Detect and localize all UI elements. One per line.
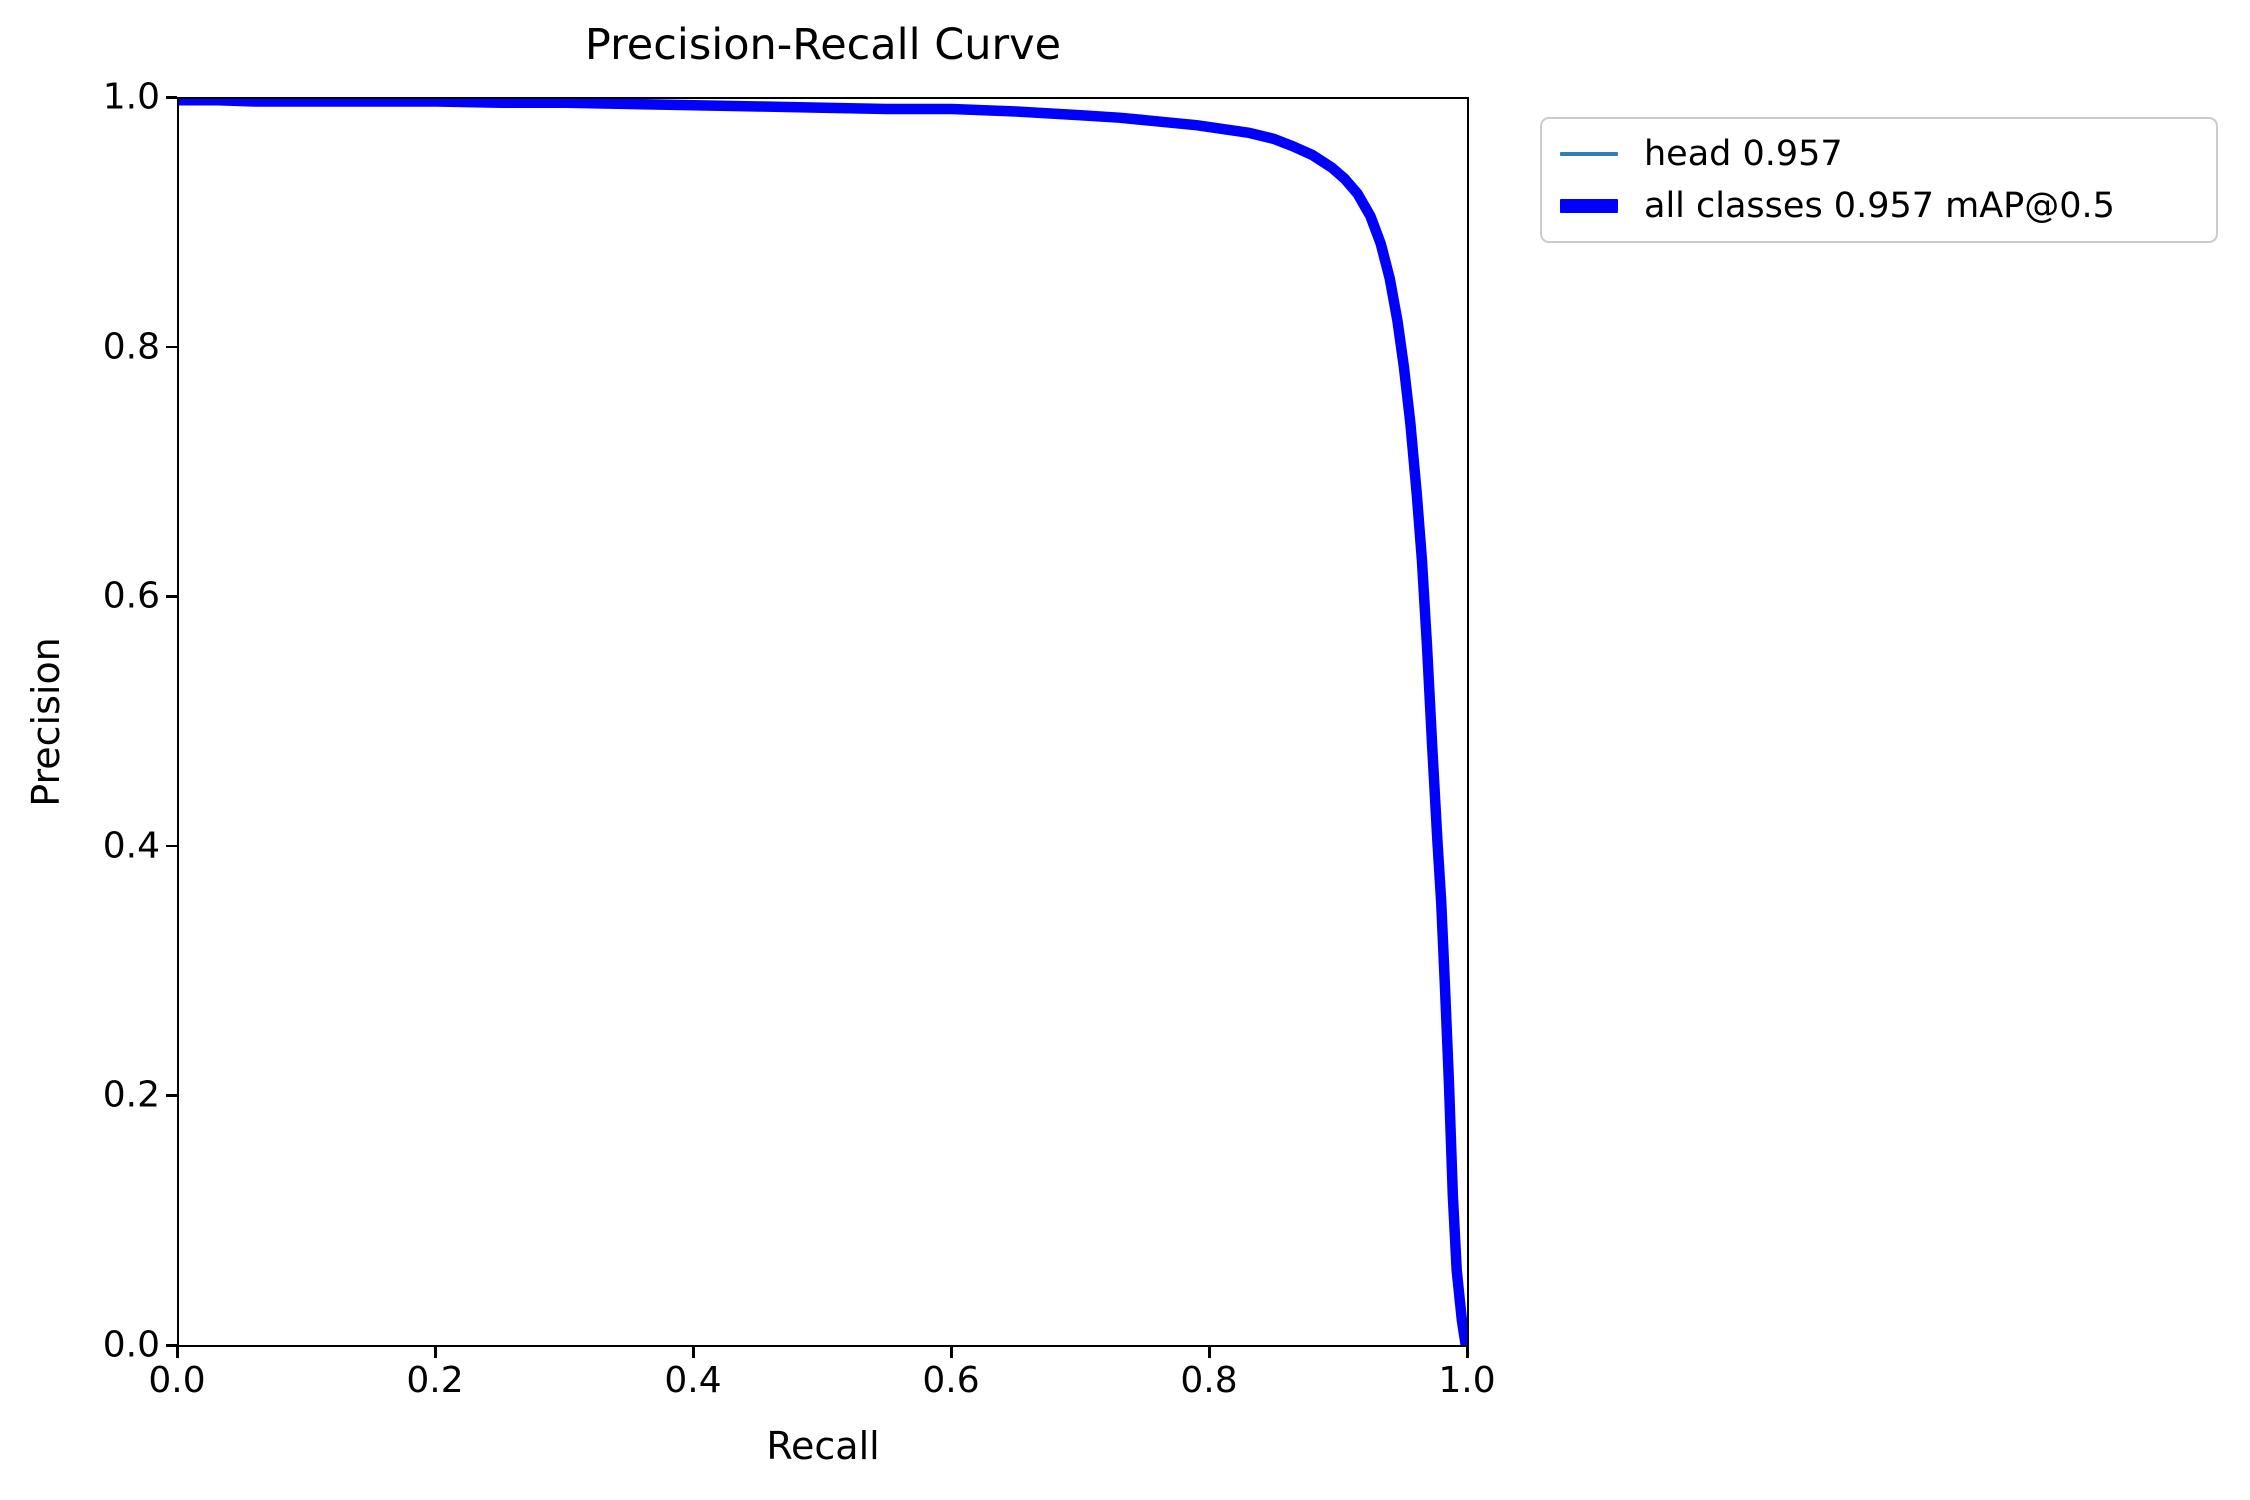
y-tick-mark: [166, 1094, 177, 1097]
x-tick-label: 0.2: [406, 1360, 464, 1401]
x-tick-mark: [950, 1347, 953, 1358]
y-tick-label: 1.0: [102, 76, 160, 118]
y-tick-mark: [166, 345, 177, 349]
x-tick-mark: [1208, 1347, 1211, 1358]
x-tick-label: 1.0: [1438, 1360, 1496, 1401]
legend-label: all classes 0.957 mAP@0.5: [1644, 186, 2115, 226]
x-tick-mark: [434, 1347, 437, 1358]
y-tick-mark: [166, 1344, 177, 1347]
x-tick-mark: [176, 1347, 179, 1358]
y-tick-label: 0.0: [102, 1324, 160, 1366]
pr-curve-head: [179, 100, 1466, 1345]
plot-area: [177, 97, 1469, 1347]
legend: head 0.957 all classes 0.957 mAP@0.5: [1540, 117, 2218, 243]
x-axis-label: Recall: [766, 1424, 880, 1468]
x-tick-mark: [1466, 1347, 1469, 1358]
x-tick-label: 0.4: [664, 1360, 722, 1401]
x-tick-label: 0.0: [148, 1360, 206, 1401]
y-tick-label: 0.2: [102, 1074, 160, 1116]
pr-curve-all-classes: [179, 100, 1466, 1345]
y-tick-label: 0.6: [102, 575, 160, 617]
y-tick-mark: [166, 844, 177, 848]
y-tick-mark: [166, 595, 177, 598]
y-tick-label: 0.4: [102, 825, 160, 867]
legend-item: head 0.957: [1560, 133, 2198, 174]
pr-curve-canvas: [179, 99, 1467, 1345]
y-axis-label: Precision: [24, 637, 68, 807]
y-tick-label: 0.8: [102, 326, 160, 368]
y-tick-mark: [166, 96, 177, 99]
x-tick-label: 0.8: [1180, 1360, 1238, 1401]
legend-label: head 0.957: [1644, 133, 1843, 174]
chart-title: Precision-Recall Curve: [584, 20, 1062, 70]
x-tick-label: 0.6: [922, 1360, 980, 1401]
legend-line-head-swatch: [1560, 151, 1618, 156]
x-tick-mark: [692, 1347, 695, 1358]
legend-line-all-classes-swatch: [1560, 199, 1618, 214]
legend-item: all classes 0.957 mAP@0.5: [1560, 187, 2198, 226]
